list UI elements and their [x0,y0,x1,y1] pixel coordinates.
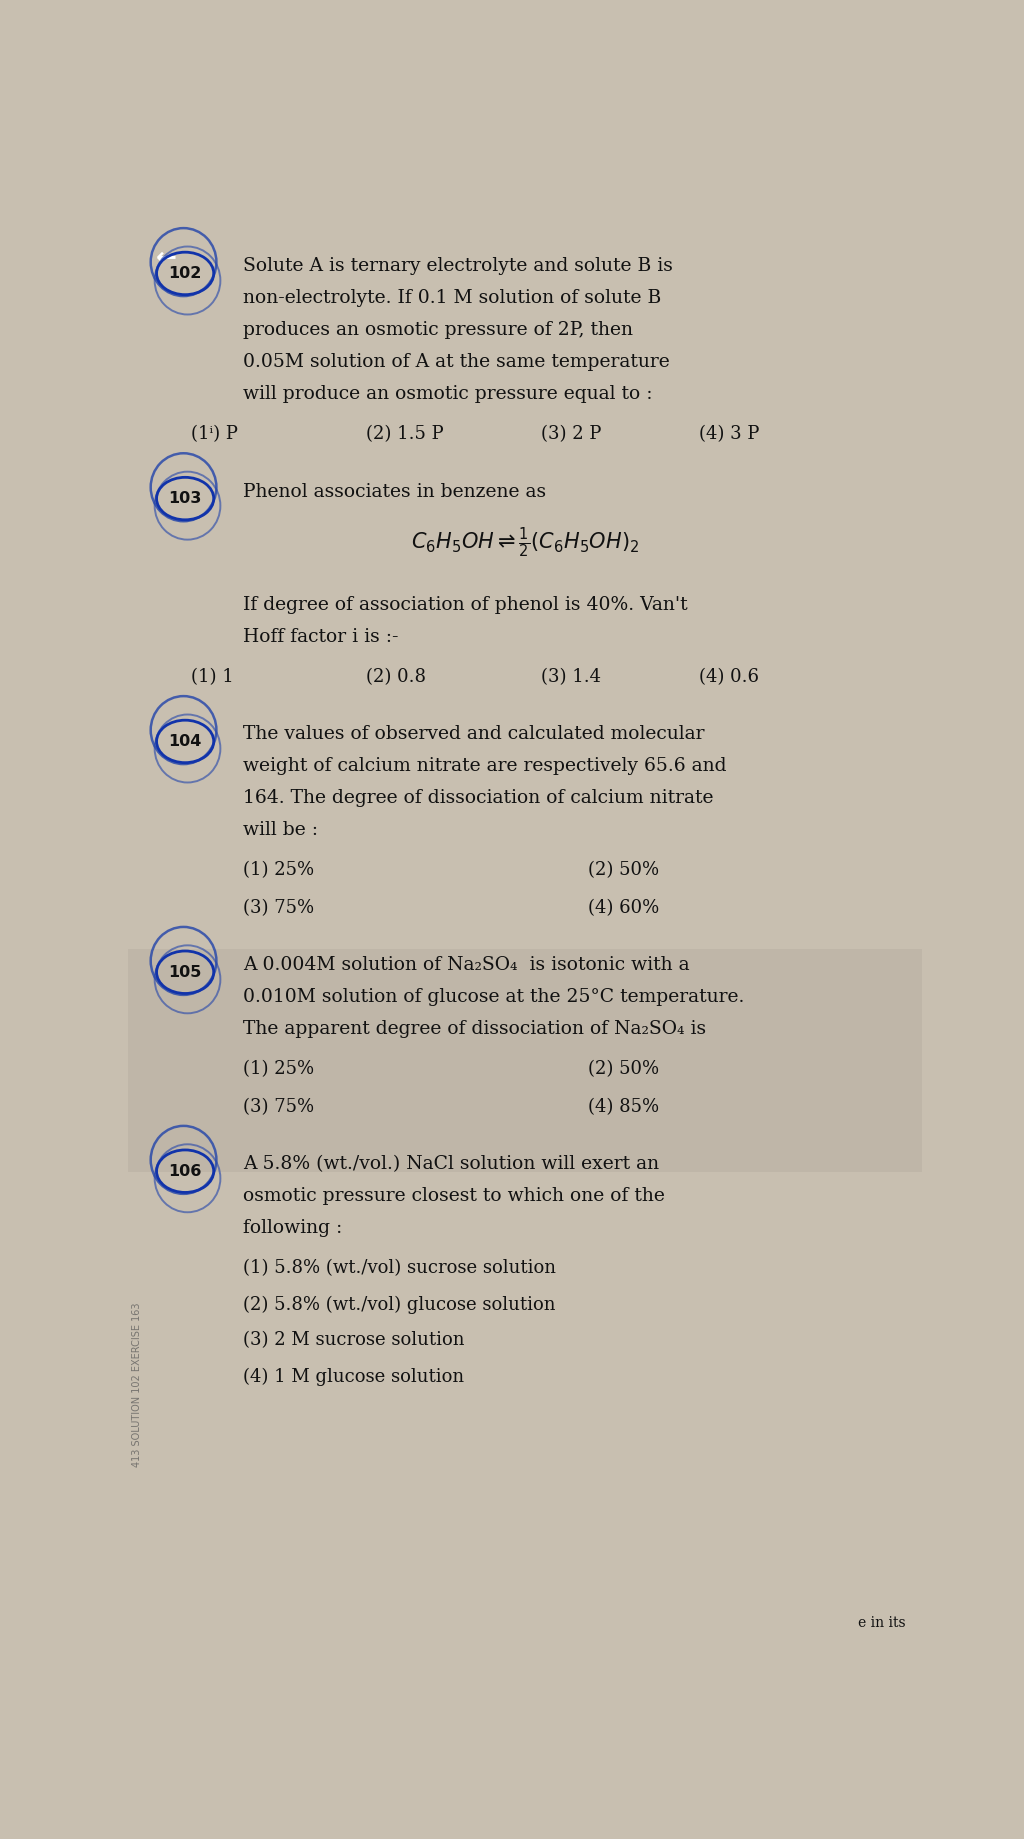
Text: (1) 1: (1) 1 [191,668,234,686]
Text: 0.010M solution of glucose at the 25°C temperature.: 0.010M solution of glucose at the 25°C t… [243,988,744,1006]
Text: produces an osmotic pressure of 2P, then: produces an osmotic pressure of 2P, then [243,322,633,338]
Text: (4) 0.6: (4) 0.6 [699,668,760,686]
Text: (4) 3 P: (4) 3 P [699,425,760,443]
Text: The values of observed and calculated molecular: The values of observed and calculated mo… [243,726,705,743]
Text: 102: 102 [169,267,202,281]
Text: A 5.8% (wt./vol.) NaCl solution will exert an: A 5.8% (wt./vol.) NaCl solution will exe… [243,1155,659,1173]
Text: (2) 0.8: (2) 0.8 [367,668,426,686]
Text: 164. The degree of dissociation of calcium nitrate: 164. The degree of dissociation of calci… [243,789,714,807]
Text: 0.05M solution of A at the same temperature: 0.05M solution of A at the same temperat… [243,353,670,371]
Text: (1ⁱ) P: (1ⁱ) P [191,425,239,443]
Text: Phenol associates in benzene as: Phenol associates in benzene as [243,482,546,500]
Text: e in its: e in its [858,1616,905,1629]
Text: osmotic pressure closest to which one of the: osmotic pressure closest to which one of… [243,1188,665,1205]
Text: (2) 50%: (2) 50% [588,1061,659,1078]
Text: 105: 105 [169,965,202,980]
Text: A 0.004M solution of Na₂SO₄  is isotonic with a: A 0.004M solution of Na₂SO₄ is isotonic … [243,956,690,975]
Text: non-electrolyte. If 0.1 M solution of solute B: non-electrolyte. If 0.1 M solution of so… [243,289,662,307]
Text: will be :: will be : [243,820,318,839]
Text: (4) 85%: (4) 85% [588,1098,659,1116]
Text: (4) 60%: (4) 60% [588,899,659,918]
Text: 104: 104 [169,734,202,748]
Text: 103: 103 [169,491,202,506]
Text: (4) 1 M glucose solution: (4) 1 M glucose solution [243,1368,464,1387]
Text: Solute A is ternary electrolyte and solute B is: Solute A is ternary electrolyte and solu… [243,257,673,276]
Text: will produce an osmotic pressure equal to :: will produce an osmotic pressure equal t… [243,384,652,403]
Text: (1) 5.8% (wt./vol) sucrose solution: (1) 5.8% (wt./vol) sucrose solution [243,1260,556,1278]
Text: (2) 1.5 P: (2) 1.5 P [367,425,443,443]
Text: The apparent degree of dissociation of Na₂SO₄ is: The apparent degree of dissociation of N… [243,1021,707,1037]
Text: Hoff factor i is :-: Hoff factor i is :- [243,627,398,645]
Text: If degree of association of phenol is 40%. Van't: If degree of association of phenol is 40… [243,596,688,614]
Text: 413 SOLUTION 102 EXERCISE 163: 413 SOLUTION 102 EXERCISE 163 [132,1302,142,1468]
Text: (3) 75%: (3) 75% [243,1098,314,1116]
Text: (1) 25%: (1) 25% [243,1061,314,1078]
FancyBboxPatch shape [128,949,922,1171]
Text: (3) 2 P: (3) 2 P [541,425,601,443]
Text: weight of calcium nitrate are respectively 65.6 and: weight of calcium nitrate are respective… [243,758,727,776]
Text: (2) 5.8% (wt./vol) glucose solution: (2) 5.8% (wt./vol) glucose solution [243,1295,556,1313]
Text: (2) 50%: (2) 50% [588,861,659,879]
Text: $C_6H_5OH \rightleftharpoons \frac{1}{2}(C_6H_5OH)_2$: $C_6H_5OH \rightleftharpoons \frac{1}{2}… [411,526,639,561]
Text: (3) 2 M sucrose solution: (3) 2 M sucrose solution [243,1331,465,1350]
Text: (3) 75%: (3) 75% [243,899,314,918]
Text: 106: 106 [169,1164,202,1179]
Text: (3) 1.4: (3) 1.4 [541,668,601,686]
Text: (1) 25%: (1) 25% [243,861,314,879]
Text: following :: following : [243,1219,342,1238]
Text: ←: ← [156,246,177,270]
